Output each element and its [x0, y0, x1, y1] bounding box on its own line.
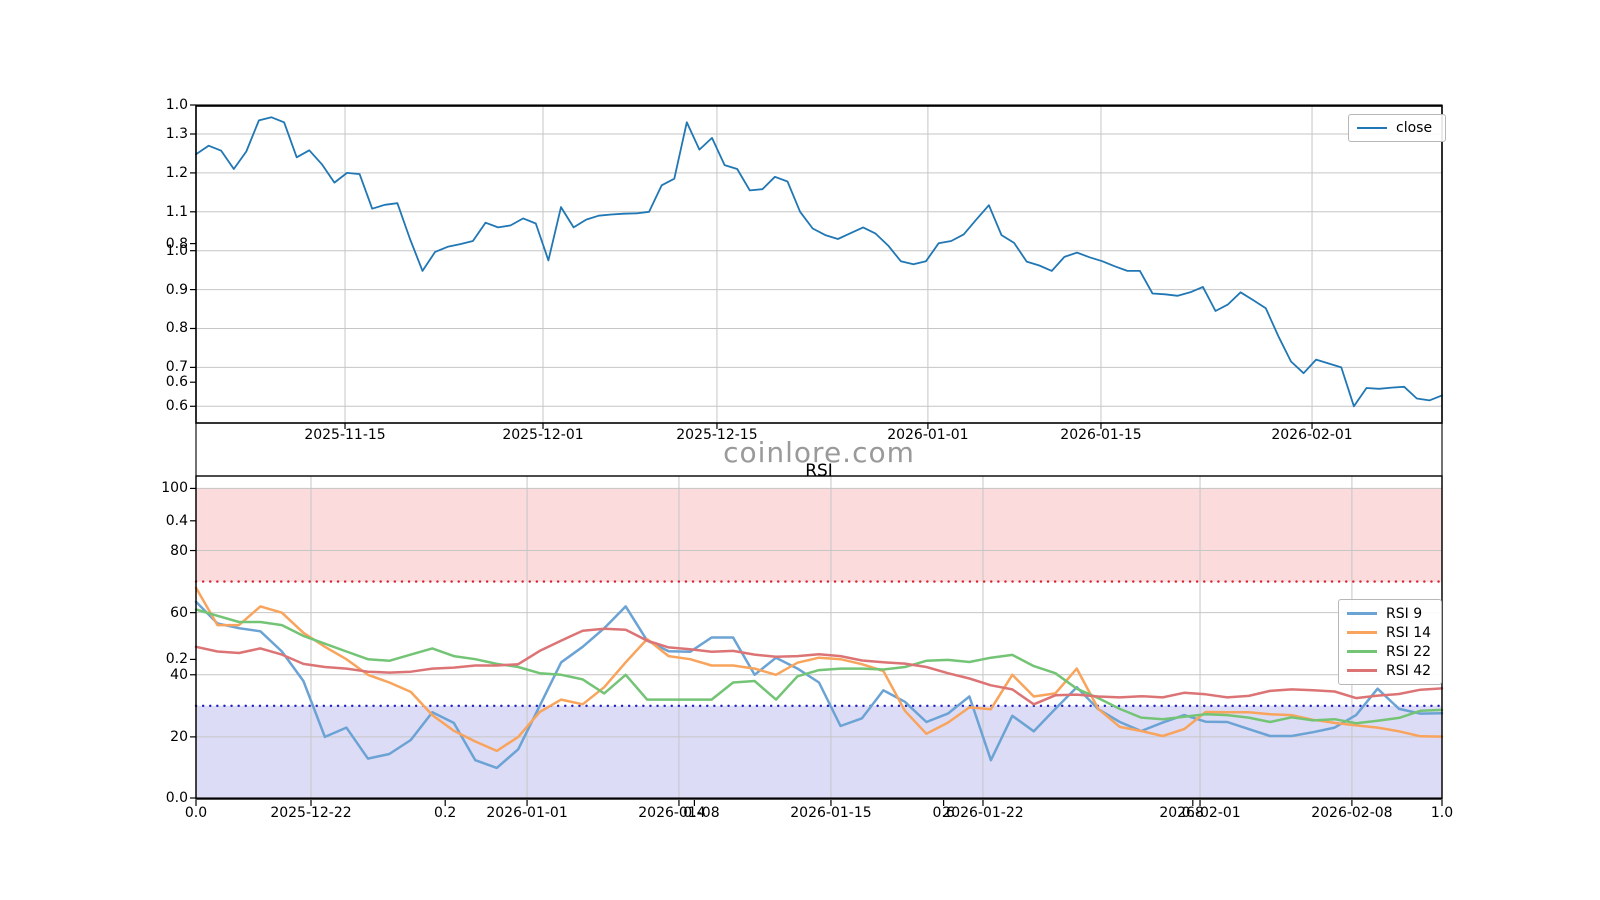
overlay-xtick-label: 0.2 [434, 805, 457, 821]
price-ytick-label: 0.6 [165, 398, 188, 415]
price-ytick-label: 1.3 [165, 126, 188, 142]
watermark: coinlore.com [723, 436, 915, 469]
price-ytick-label: 0.7 [165, 359, 188, 376]
overlay-ytick-label: 0.6 [165, 374, 188, 391]
price-axes-frame [195, 105, 1443, 424]
overlay-ytick-label: 0.2 [165, 651, 188, 668]
price-xtick-label: 2025-12-01 [502, 427, 584, 443]
price-ytick-label: 1.2 [165, 164, 188, 181]
overlay-xtick-label: 0.4 [683, 805, 706, 821]
rsi-band [196, 488, 1442, 582]
rsi-line-1 [194, 600, 1444, 770]
close-line [195, 116, 1443, 408]
price-xtick-label: 2025-12-15 [676, 427, 758, 443]
overlay-axes-frame [195, 104, 1443, 799]
rsi-xtick-label: 2026-02-01 [1159, 805, 1241, 821]
overlay-ytick-label: 0.8 [165, 235, 188, 252]
rsi-xtick-label: 2026-01-01 [486, 805, 568, 821]
legend-label: RSI 9 [1386, 605, 1423, 622]
overlay-ytick-label: 1.0 [165, 97, 188, 113]
price-xtick-label: 2026-01-15 [1060, 427, 1142, 443]
rsi-ytick-label: 40 [170, 666, 188, 683]
overlay-xtick-label: 0.0 [184, 805, 208, 821]
overlay-xtick-label: 0.6 [932, 805, 955, 821]
legend-label: RSI 22 [1386, 643, 1432, 660]
legend-line-sample [1347, 669, 1377, 672]
legend-item: RSI 42 [1347, 661, 1431, 680]
overlay-xtick-label: 0.8 [1181, 805, 1204, 821]
rsi-ytick-label: 20 [170, 728, 188, 745]
price-ytick-label: 1.0 [165, 242, 188, 259]
overlay-ytick-label: 0.4 [165, 512, 188, 529]
overlay-xtick-label: 1.0 [1430, 805, 1454, 821]
rsi-xtick-label: 2026-02-08 [1311, 805, 1393, 821]
rsi-line-3 [194, 608, 1444, 725]
rsi-xtick-label: 2026-01-08 [638, 805, 720, 821]
legend-item: RSI 22 [1347, 642, 1431, 661]
legend-label: close [1396, 120, 1433, 136]
legend-line-sample [1347, 631, 1377, 634]
price-xtick-label: 2026-02-01 [1271, 427, 1353, 443]
rsi-xtick-label: 2025-12-22 [270, 805, 352, 821]
price-ytick-label: 0.8 [165, 320, 188, 337]
rsi-line-4 [194, 627, 1444, 706]
rsi-chart-title: RSI [805, 461, 833, 481]
price-legend: close [1348, 114, 1446, 142]
rsi-ytick-label: 80 [170, 542, 188, 559]
rsi-band [196, 705, 1442, 799]
rsi-line-2 [194, 586, 1444, 753]
rsi-xtick-label: 2026-01-22 [942, 805, 1024, 821]
rsi-legend: RSI 9 RSI 14 RSI 22 RSI 42 [1338, 599, 1442, 685]
legend-item: RSI 14 [1347, 623, 1431, 642]
rsi-ytick-label: 60 [170, 604, 188, 621]
price-xtick-label: 2025-11-15 [304, 427, 386, 443]
legend-line-sample [1357, 127, 1387, 129]
legend-item: close [1357, 119, 1435, 137]
price-ytick-label: 0.9 [165, 281, 188, 298]
rsi-xtick-label: 2026-01-15 [790, 805, 872, 821]
overlay-ytick-label: 0.0 [165, 790, 188, 806]
legend-item: RSI 9 [1347, 604, 1431, 623]
legend-label: RSI 42 [1386, 662, 1432, 679]
price-xtick-label: 2026-01-01 [887, 427, 969, 443]
rsi-ytick-label: 100 [161, 480, 188, 497]
legend-label: RSI 14 [1386, 624, 1432, 641]
legend-line-sample [1347, 650, 1377, 653]
price-ytick-label: 1.1 [165, 203, 188, 220]
legend-line-sample [1347, 612, 1377, 615]
